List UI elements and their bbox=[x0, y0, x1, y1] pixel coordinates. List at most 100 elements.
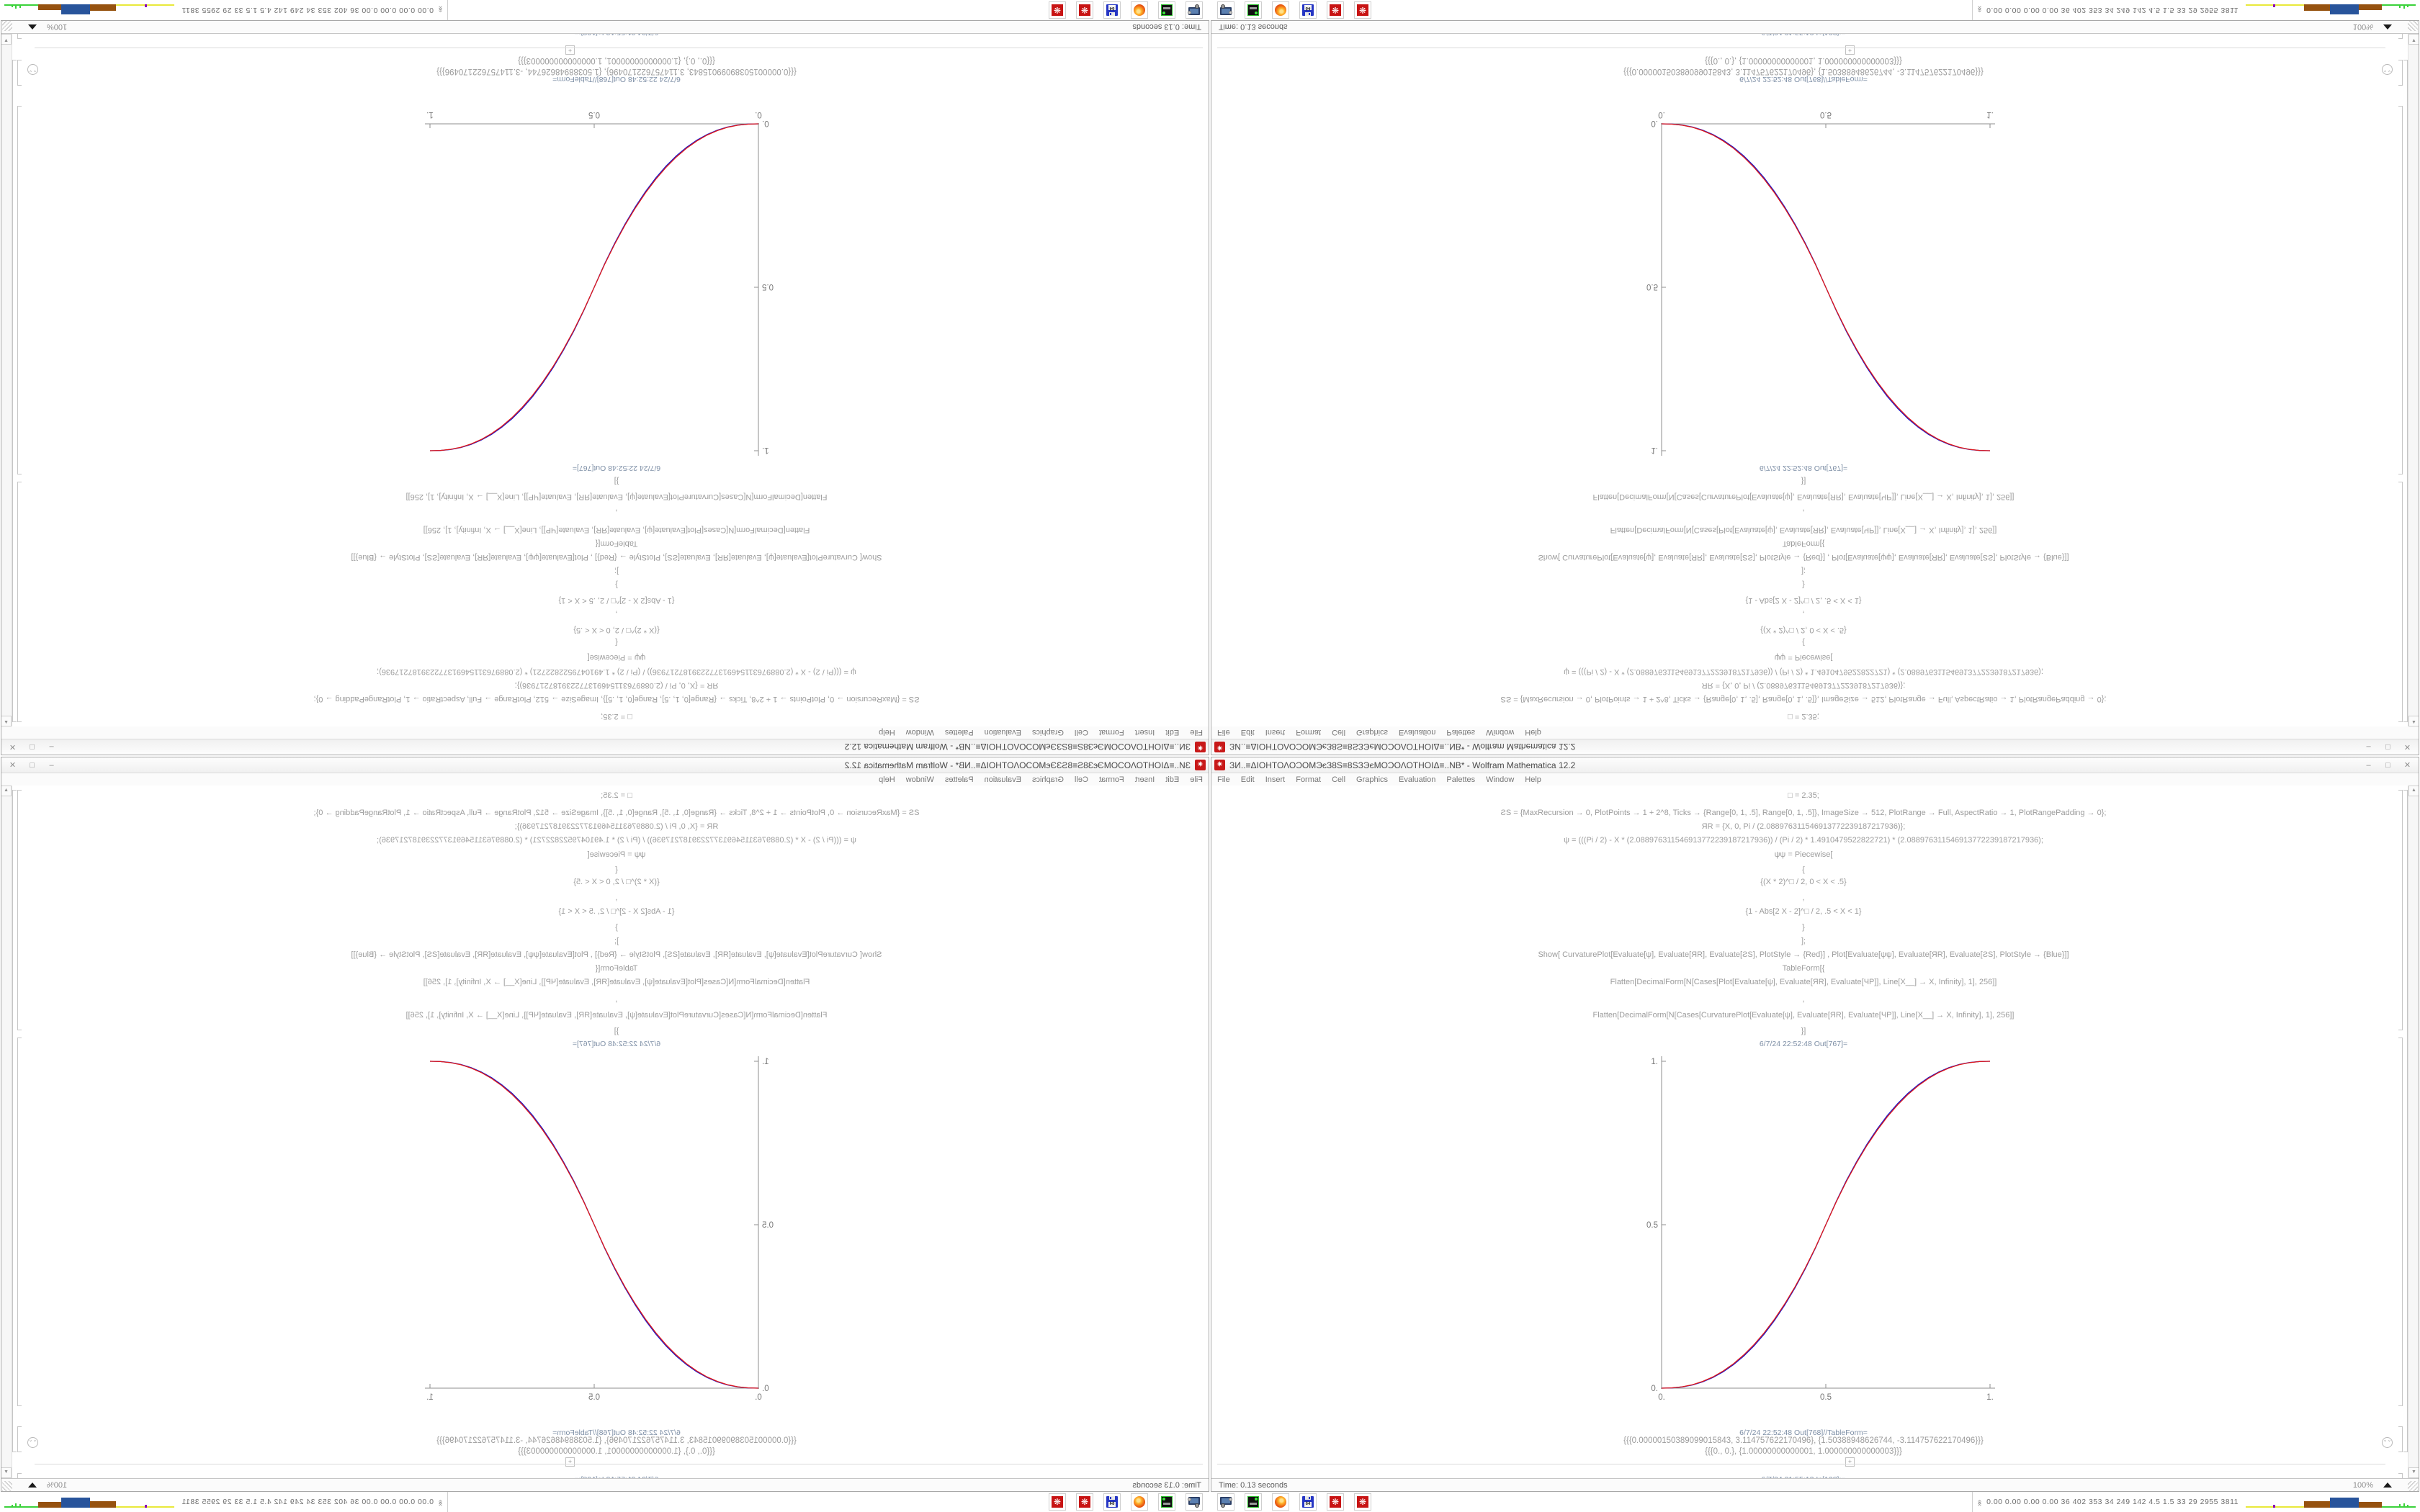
notebook-content[interactable]: □ = 2.35; ƧS = {MaxRecursion → 0, PlotPo… bbox=[1, 34, 1209, 726]
scroll-down-arrow-icon[interactable]: ▼ bbox=[1, 1467, 12, 1478]
menu-item-file[interactable]: File bbox=[1190, 775, 1203, 784]
input-code-line[interactable]: ЯR = {X, 0, Pi / (2.08897631154691377223… bbox=[514, 822, 719, 831]
cell-bracket-in128[interactable] bbox=[17, 1473, 22, 1478]
input-code-line[interactable]: Flatten[DecimalForm[N[Cases[CurvaturePlo… bbox=[1592, 1011, 2015, 1020]
menu-item-insert[interactable]: Insert bbox=[1265, 728, 1286, 737]
input-code-line[interactable]: }] bbox=[614, 1027, 619, 1035]
menu-item-edit[interactable]: Edit bbox=[1165, 728, 1180, 737]
gear-icon[interactable]: ❋ bbox=[1049, 1493, 1066, 1511]
window-titlebar[interactable]: ✷ ЗИ..≡ΔΙΟΗΤΟΛΟƆΟΜЭєЗ8S≡8SЗЭєΜΟƆΟΛΟΤΗΟΙΔ… bbox=[1211, 739, 2419, 755]
menu-item-cell[interactable]: Cell bbox=[1074, 728, 1088, 737]
input-code-line[interactable]: ƧS = {MaxRecursion → 0, PlotPoints → 1 +… bbox=[313, 809, 920, 817]
menu-item-window[interactable]: Window bbox=[1486, 775, 1515, 784]
gear-icon[interactable]: ❋ bbox=[1354, 1, 1371, 19]
scroll-down-arrow-icon[interactable]: ▼ bbox=[2408, 1467, 2419, 1478]
input-code-line[interactable]: {1 - Abs[2 X - 2]^□ / 2, .5 < X < 1} bbox=[1745, 907, 1862, 916]
input-code-line[interactable]: □ = 2.35; bbox=[601, 791, 632, 800]
cell-bracket-out767[interactable] bbox=[17, 1038, 22, 1406]
input-code-line[interactable]: ]; bbox=[614, 937, 619, 945]
input-code-line[interactable]: } bbox=[615, 923, 618, 932]
window-resize-grip[interactable] bbox=[2408, 1480, 2418, 1491]
menu-item-evaluation[interactable]: Evaluation bbox=[1399, 728, 1436, 737]
cell-bracket-out768[interactable] bbox=[17, 1426, 22, 1452]
firefox-icon[interactable] bbox=[1272, 1493, 1289, 1511]
menu-item-file[interactable]: File bbox=[1190, 728, 1203, 737]
window-titlebar[interactable]: ✷ ЗИ..≡ΔΙΟΗΤΟΛΟƆΟΜЭєЗ8S≡8SЗЭєΜΟƆΟΛΟΤΗΟΙΔ… bbox=[1, 739, 1209, 755]
cell-bracket-out767[interactable] bbox=[2398, 106, 2403, 474]
input-code-line[interactable]: { bbox=[615, 638, 618, 647]
vertical-scrollbar[interactable]: ▲ ▼ bbox=[1, 786, 12, 1478]
input-code-line[interactable]: Flatten[DecimalForm[N[Cases[Plot[Evaluat… bbox=[423, 526, 810, 534]
input-code-line[interactable]: } bbox=[1802, 580, 1805, 589]
vertical-scrollbar[interactable]: ▲ ▼ bbox=[1, 34, 12, 726]
input-code-line[interactable]: , bbox=[615, 508, 618, 517]
scroll-up-arrow-icon[interactable]: ▲ bbox=[2408, 716, 2419, 726]
screenshot-tool-icon[interactable] bbox=[1186, 1493, 1203, 1511]
disk-drive-icon[interactable] bbox=[1158, 1493, 1175, 1511]
cell-bracket-out768[interactable] bbox=[2398, 60, 2403, 86]
cell-bracket-out767[interactable] bbox=[17, 106, 22, 474]
input-code-line[interactable]: Show[ CurvaturePlot[Evaluate[ψ], Evaluat… bbox=[1538, 950, 2069, 959]
input-code-line[interactable]: ЯR = {X, 0, Pi / (2.08897631154691377223… bbox=[514, 681, 719, 690]
menu-item-window[interactable]: Window bbox=[1486, 728, 1515, 737]
menu-item-evaluation[interactable]: Evaluation bbox=[984, 728, 1021, 737]
notebook-content[interactable]: □ = 2.35; ƧS = {MaxRecursion → 0, PlotPo… bbox=[1, 786, 1209, 1478]
input-code-line[interactable]: , bbox=[615, 610, 618, 618]
input-code-line[interactable]: Flatten[DecimalForm[N[Cases[CurvaturePlo… bbox=[1592, 492, 2015, 501]
input-code-line[interactable]: ψψ = Piecewise[ bbox=[1774, 653, 1833, 662]
close-button[interactable]: ✕ bbox=[9, 760, 17, 770]
minimize-button[interactable]: – bbox=[2366, 760, 2371, 770]
input-code-line[interactable]: ]; bbox=[614, 567, 619, 575]
window-titlebar[interactable]: ✷ ЗИ..≡ΔΙΟΗΤΟΛΟƆΟΜЭєЗ8S≡8SЗЭєΜΟƆΟΛΟΤΗΟΙΔ… bbox=[1211, 757, 2419, 773]
input-code-line[interactable]: {1 - Abs[2 X - 2]^□ / 2, .5 < X < 1} bbox=[558, 907, 675, 916]
input-code-line[interactable]: ƧS = {MaxRecursion → 0, PlotPoints → 1 +… bbox=[1500, 695, 2107, 703]
maximize-button[interactable]: □ bbox=[2385, 742, 2390, 752]
cell-bracket-input[interactable] bbox=[2398, 790, 2403, 1030]
gear-icon[interactable]: ❋ bbox=[1076, 1, 1093, 19]
menu-item-cell[interactable]: Cell bbox=[1332, 775, 1346, 784]
cell-bracket-in128[interactable] bbox=[17, 34, 22, 39]
scroll-down-arrow-icon[interactable]: ▼ bbox=[2408, 34, 2419, 45]
notebook-content[interactable]: □ = 2.35; ƧS = {MaxRecursion → 0, PlotPo… bbox=[1211, 786, 2419, 1478]
magnification-triangle-icon[interactable] bbox=[2383, 24, 2392, 30]
input-code-line[interactable]: , bbox=[1802, 508, 1805, 517]
maximize-button[interactable]: □ bbox=[30, 742, 35, 752]
input-code-line[interactable]: , bbox=[615, 894, 618, 902]
input-code-line[interactable]: {(X * 2)^□ / 2, 0 < X < .5} bbox=[1760, 878, 1847, 886]
insert-cell-plus-button[interactable]: + bbox=[1845, 1457, 1855, 1467]
menu-item-file[interactable]: File bbox=[1217, 728, 1230, 737]
magnification-value[interactable]: 100% bbox=[47, 22, 68, 32]
cell-bracket-in128[interactable] bbox=[2398, 1473, 2403, 1478]
notebook-content[interactable]: □ = 2.35; ƧS = {MaxRecursion → 0, PlotPo… bbox=[1211, 34, 2419, 726]
menu-item-format[interactable]: Format bbox=[1098, 775, 1124, 784]
close-button[interactable]: ✕ bbox=[2403, 760, 2411, 770]
input-code-line[interactable]: {(X * 2)^□ / 2, 0 < X < .5} bbox=[1760, 626, 1847, 634]
disk-drive-icon[interactable] bbox=[1245, 1, 1262, 19]
menu-item-evaluation[interactable]: Evaluation bbox=[1399, 775, 1436, 784]
floppy-64-icon[interactable]: 64 bbox=[1103, 1, 1121, 19]
magnification-value[interactable]: 100% bbox=[47, 1480, 68, 1490]
screenshot-tool-icon[interactable] bbox=[1186, 1, 1203, 19]
window-resize-grip[interactable] bbox=[2, 21, 12, 32]
input-code-line[interactable]: ]; bbox=[1801, 567, 1806, 575]
input-code-line[interactable]: Show[ CurvaturePlot[Evaluate[ψ], Evaluat… bbox=[351, 553, 882, 562]
input-code-line[interactable]: {1 - Abs[2 X - 2]^□ / 2, .5 < X < 1} bbox=[1745, 596, 1862, 605]
menu-item-palettes[interactable]: Palettes bbox=[944, 728, 974, 737]
insert-cell-plus-button[interactable]: + bbox=[565, 1457, 575, 1467]
minimize-button[interactable]: – bbox=[49, 760, 54, 770]
input-code-line[interactable]: Flatten[DecimalForm[N[Cases[Plot[Evaluat… bbox=[1610, 978, 1997, 986]
menu-item-window[interactable]: Window bbox=[905, 775, 934, 784]
input-code-line[interactable]: TableForm[{ bbox=[1782, 964, 1825, 973]
gear-icon[interactable]: ❋ bbox=[1049, 1, 1066, 19]
cell-bracket-out768[interactable] bbox=[17, 60, 22, 86]
scroll-down-arrow-icon[interactable]: ▼ bbox=[1, 34, 12, 45]
input-code-line[interactable]: Show[ CurvaturePlot[Evaluate[ψ], Evaluat… bbox=[1538, 553, 2069, 562]
magnification-value[interactable]: 100% bbox=[2352, 22, 2373, 32]
close-button[interactable]: ✕ bbox=[2403, 742, 2411, 752]
magnification-triangle-icon[interactable] bbox=[28, 1482, 37, 1488]
screenshot-tool-icon[interactable] bbox=[1217, 1, 1234, 19]
cell-bracket-group[interactable] bbox=[2403, 790, 2408, 1452]
menu-item-cell[interactable]: Cell bbox=[1074, 775, 1088, 784]
input-code-line[interactable]: ψ = (((Pi / 2) - X * (2.0889763115469137… bbox=[377, 667, 856, 676]
input-code-line[interactable]: } bbox=[615, 580, 618, 589]
